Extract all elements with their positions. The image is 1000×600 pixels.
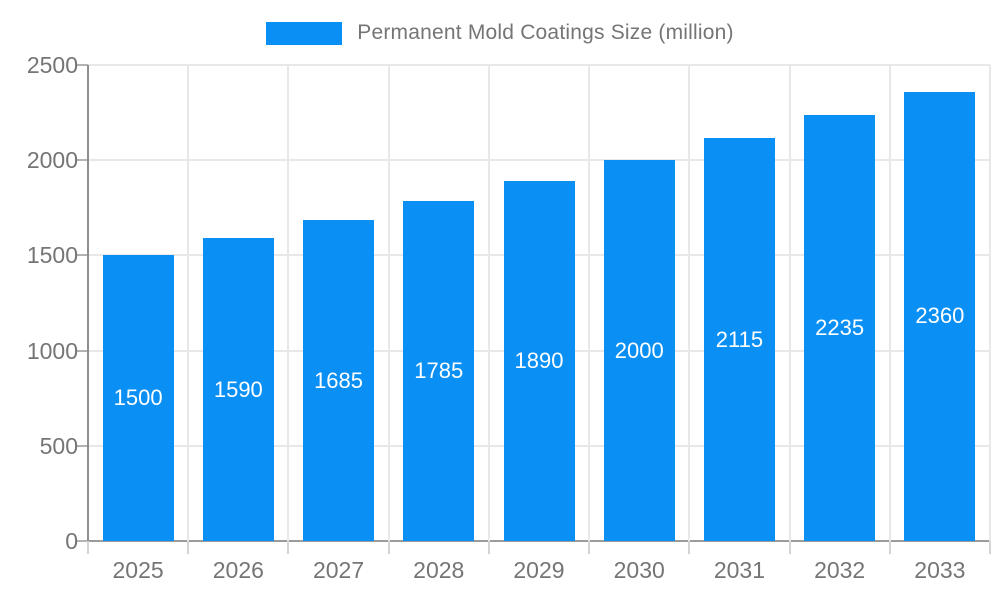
bar-2031[interactable] xyxy=(703,138,775,541)
bar-2026[interactable] xyxy=(202,238,274,541)
gridline-vertical xyxy=(588,65,591,541)
x-axis-tick xyxy=(187,541,190,554)
y-axis-label: 500 xyxy=(39,432,78,459)
bar-value-label: 2360 xyxy=(915,303,965,329)
bar-2028[interactable] xyxy=(403,201,475,541)
gridline-vertical xyxy=(989,65,991,541)
y-axis-label: 1500 xyxy=(26,242,78,269)
gridline-vertical xyxy=(487,65,490,541)
bar-value-label: 1590 xyxy=(213,376,263,402)
y-axis-tick xyxy=(77,254,88,257)
bar-2027[interactable] xyxy=(303,220,375,541)
x-axis-line xyxy=(88,540,990,542)
gridline-horizontal xyxy=(88,159,990,162)
y-axis-tick xyxy=(77,540,88,542)
bar-value-label: 2235 xyxy=(815,315,865,341)
bar-2032[interactable] xyxy=(804,115,876,541)
gridline-vertical xyxy=(688,65,691,541)
y-axis-line xyxy=(87,65,89,541)
y-axis-label: 1000 xyxy=(26,337,78,364)
gridline-vertical xyxy=(888,65,891,541)
x-axis-label: 2030 xyxy=(613,557,665,583)
legend-label: Permanent Mold Coatings Size (million) xyxy=(357,21,734,44)
y-axis-label: 2000 xyxy=(26,147,78,174)
x-axis-tick xyxy=(487,541,490,554)
y-axis-tick xyxy=(77,349,88,352)
y-axis-tick xyxy=(77,159,88,162)
y-axis-tick xyxy=(77,64,88,66)
x-axis-tick xyxy=(588,541,591,554)
x-axis-tick xyxy=(387,541,390,554)
x-axis-label: 2033 xyxy=(914,557,966,583)
bar-2033[interactable] xyxy=(904,91,976,541)
x-axis-label: 2028 xyxy=(413,557,465,583)
bar-value-label: 1785 xyxy=(414,358,464,384)
y-axis-label: 0 xyxy=(65,528,78,554)
x-axis-label: 2027 xyxy=(312,557,365,583)
bar-value-label: 1500 xyxy=(113,385,163,411)
bar-2029[interactable] xyxy=(503,181,575,541)
legend-swatch xyxy=(266,21,343,45)
x-axis-label: 2032 xyxy=(814,557,866,583)
gridline-vertical xyxy=(788,65,791,541)
x-axis-label: 2026 xyxy=(212,557,264,583)
x-axis-tick xyxy=(287,541,290,554)
x-axis-label: 2031 xyxy=(713,557,766,583)
x-axis-tick xyxy=(888,541,891,554)
x-axis-tick xyxy=(688,541,691,554)
chart-legend[interactable]: Permanent Mold Coatings Size (million) xyxy=(0,21,1000,45)
bar-value-label: 2000 xyxy=(614,337,664,363)
x-axis-label: 2025 xyxy=(112,557,164,583)
x-axis-label: 2029 xyxy=(513,557,565,583)
gridline-vertical xyxy=(187,65,190,541)
x-axis-tick xyxy=(989,541,991,554)
y-axis-tick xyxy=(77,444,88,447)
x-axis-tick xyxy=(87,541,89,554)
gridline-vertical xyxy=(287,65,290,541)
bar-value-label: 1685 xyxy=(314,367,364,393)
bar-2025[interactable] xyxy=(102,255,174,541)
bar-value-label: 2115 xyxy=(715,326,764,352)
gridline-vertical xyxy=(387,65,390,541)
y-axis-label: 2500 xyxy=(26,52,78,78)
x-axis-tick xyxy=(788,541,791,554)
gridline-horizontal xyxy=(88,64,990,66)
bar-value-label: 1890 xyxy=(514,348,564,374)
bar-2030[interactable] xyxy=(603,160,675,541)
